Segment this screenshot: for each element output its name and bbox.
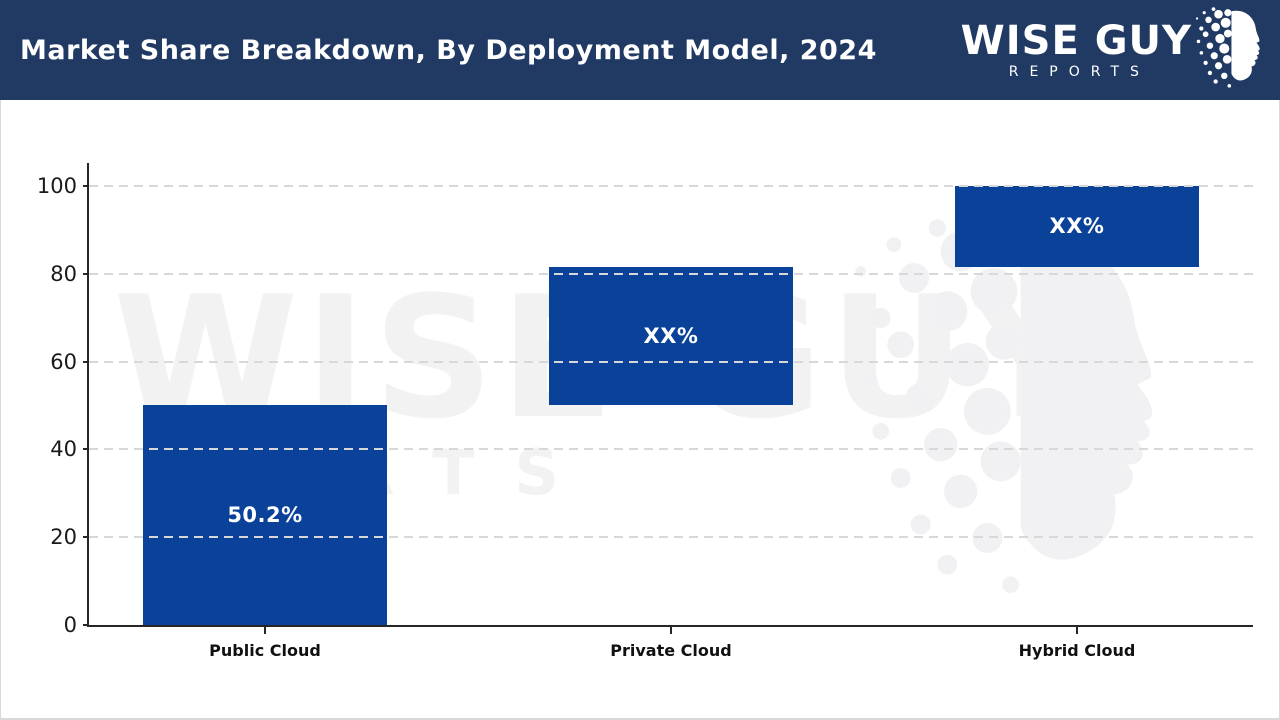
brand-logo: WISE GUY REPORTS xyxy=(961,7,1266,93)
y-tick-80 xyxy=(83,272,89,275)
x-tick-1 xyxy=(670,627,672,634)
y-tick-60 xyxy=(83,360,89,363)
y-tick-20 xyxy=(83,536,89,539)
page-title: Market Share Breakdown, By Deployment Mo… xyxy=(20,34,877,66)
x-category-label: Public Cloud xyxy=(209,641,321,660)
y-tick-label-100: 100 xyxy=(36,174,77,198)
y-tick-0 xyxy=(83,624,89,626)
y-tick-label-80: 80 xyxy=(50,261,77,286)
x-tick-0 xyxy=(264,627,266,634)
y-tick-label-40: 40 xyxy=(50,437,77,462)
bar-private-cloud: XX% xyxy=(549,266,793,405)
bar-value-label: 50.2% xyxy=(227,502,303,527)
y-tick-label-20: 20 xyxy=(50,525,77,550)
gridline-40 xyxy=(89,448,1253,451)
bar-public-cloud: 50.2% xyxy=(143,404,387,625)
x-tick-2 xyxy=(1076,627,1078,634)
gridline-100 xyxy=(89,185,1253,187)
bar-value-label: XX% xyxy=(1049,214,1105,239)
bar-value-label: XX% xyxy=(643,323,699,348)
gridline-20 xyxy=(89,536,1253,539)
gridline-80 xyxy=(89,272,1253,275)
y-tick-label-0: 0 xyxy=(63,613,77,637)
brand-face-icon xyxy=(1195,7,1260,88)
y-tick-100 xyxy=(83,185,89,187)
bar-hybrid-cloud: XX% xyxy=(955,186,1199,267)
header: Market Share Breakdown, By Deployment Mo… xyxy=(0,0,1280,100)
x-category-label: Hybrid Cloud xyxy=(1018,641,1136,660)
waterfall-plot: 0 20 40 60 80 100 50.2% Public Cloud XX% Private … xyxy=(1,100,1279,718)
brand-name: WISE GUY xyxy=(960,17,1192,64)
y-axis-spine xyxy=(87,163,89,627)
brand-subtitle: REPORTS xyxy=(1008,63,1150,80)
gridline-60 xyxy=(89,360,1253,363)
x-axis-spine xyxy=(87,625,1253,627)
y-tick-40 xyxy=(83,448,89,451)
y-tick-label-60: 60 xyxy=(50,349,77,374)
brand-logo-text: WISE GUY REPORTS xyxy=(961,21,1192,80)
x-category-label: Private Cloud xyxy=(610,641,732,660)
